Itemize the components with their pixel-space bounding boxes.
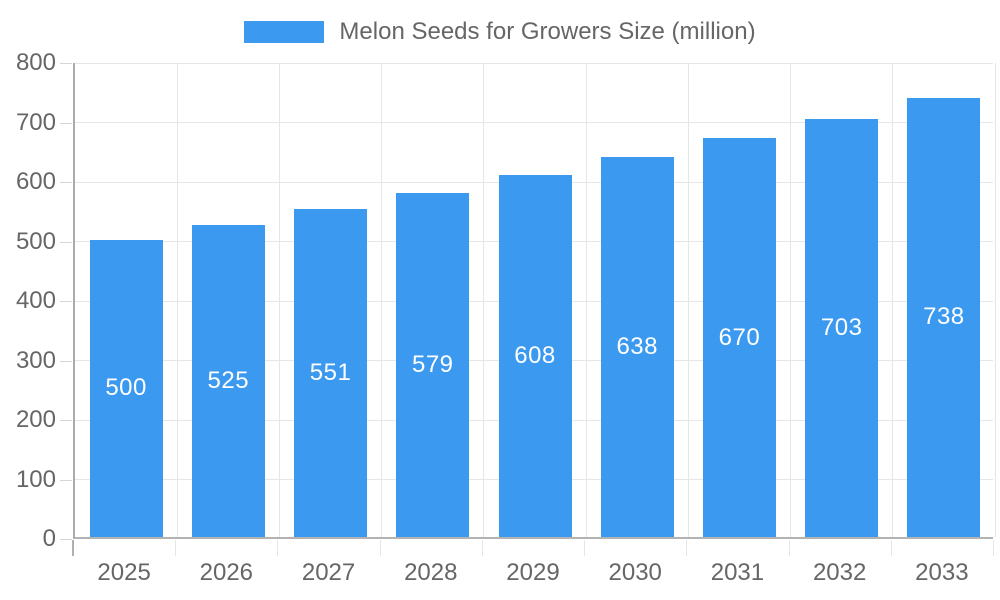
bar-2029[interactable]: 608 — [498, 175, 572, 537]
x-axis-tick-label: 2032 — [812, 559, 867, 586]
v-gridline — [176, 63, 178, 537]
bar-value-label: 579 — [411, 350, 454, 378]
x-tick-mark — [277, 540, 279, 556]
x-tick-mark — [175, 540, 177, 556]
y-tick-mark — [60, 122, 72, 124]
y-tick-mark — [60, 539, 72, 540]
y-axis-tick-label: 300 — [15, 346, 56, 374]
bar-2025[interactable]: 500 — [89, 239, 163, 537]
legend-label: Melon Seeds for Growers Size (million) — [339, 18, 756, 45]
x-tick-mark — [481, 540, 483, 556]
h-gridline — [75, 62, 993, 64]
x-tick-mark — [686, 540, 688, 556]
bar-2030[interactable]: 638 — [600, 157, 674, 537]
y-tick-mark — [60, 182, 72, 183]
x-tick-mark — [993, 540, 994, 556]
bar-value-label: 703 — [820, 313, 863, 341]
x-axis-tick-label: 2027 — [301, 559, 356, 586]
x-axis-tick-label: 2031 — [710, 559, 765, 586]
y-tick-mark — [60, 63, 72, 64]
y-axis-tick-label: 800 — [15, 49, 56, 76]
y-axis-tail-tick — [72, 540, 74, 556]
v-gridline — [585, 63, 587, 537]
y-axis-tick-label: 200 — [15, 406, 56, 433]
x-axis-tick-label: 2028 — [404, 559, 458, 586]
bar-2033[interactable]: 738 — [907, 97, 981, 537]
bar-value-label: 638 — [616, 333, 658, 361]
bar-2032[interactable]: 703 — [805, 118, 879, 537]
y-tick-mark — [60, 360, 72, 362]
x-axis-tick-label: 2030 — [608, 559, 662, 586]
bar-2027[interactable]: 551 — [294, 209, 368, 537]
plot-area: 500 525 551 579 608 638 670 703 738 — [73, 62, 996, 539]
bar-2026[interactable]: 525 — [191, 224, 265, 537]
x-axis-tick-label: 2026 — [199, 559, 254, 586]
y-axis-tick-label: 700 — [15, 108, 56, 136]
x-tick-mark — [788, 540, 790, 556]
bar-value-label: 738 — [923, 303, 965, 331]
y-tick-mark — [60, 479, 72, 481]
y-axis-tick-label: 100 — [15, 465, 56, 493]
x-tick-mark — [584, 540, 586, 556]
y-tick-mark — [60, 301, 72, 302]
v-gridline — [892, 63, 894, 537]
v-gridline — [483, 63, 485, 537]
x-tick-mark — [890, 540, 892, 556]
y-tick-mark — [60, 420, 72, 421]
bar-value-label: 551 — [309, 359, 352, 387]
chart-legend[interactable]: Melon Seeds for Growers Size (million) — [0, 18, 1000, 46]
v-gridline — [687, 63, 689, 537]
y-tick-mark — [60, 241, 72, 243]
x-tick-mark — [379, 540, 381, 556]
legend-swatch-icon — [244, 21, 325, 43]
v-gridline — [994, 63, 996, 537]
bar-value-label: 670 — [718, 323, 761, 351]
y-axis-tick-label: 400 — [15, 287, 56, 314]
y-axis-tick-label: 600 — [15, 168, 56, 195]
bar-value-label: 500 — [105, 374, 147, 402]
x-axis-tick-label: 2033 — [915, 559, 969, 586]
x-axis-tick-label: 2029 — [506, 559, 560, 586]
y-axis-tick-label: 500 — [15, 227, 56, 255]
bar-value-label: 608 — [514, 342, 556, 370]
y-axis-tick-label: 0 — [42, 525, 56, 552]
h-gridline — [75, 122, 993, 123]
v-gridline — [278, 63, 280, 537]
x-axis-tick-label: 2025 — [97, 559, 151, 586]
v-gridline — [790, 63, 792, 537]
bar-2028[interactable]: 579 — [396, 192, 470, 537]
v-gridline — [381, 63, 383, 537]
bar-2031[interactable]: 670 — [702, 138, 776, 537]
bar-value-label: 525 — [207, 366, 250, 394]
